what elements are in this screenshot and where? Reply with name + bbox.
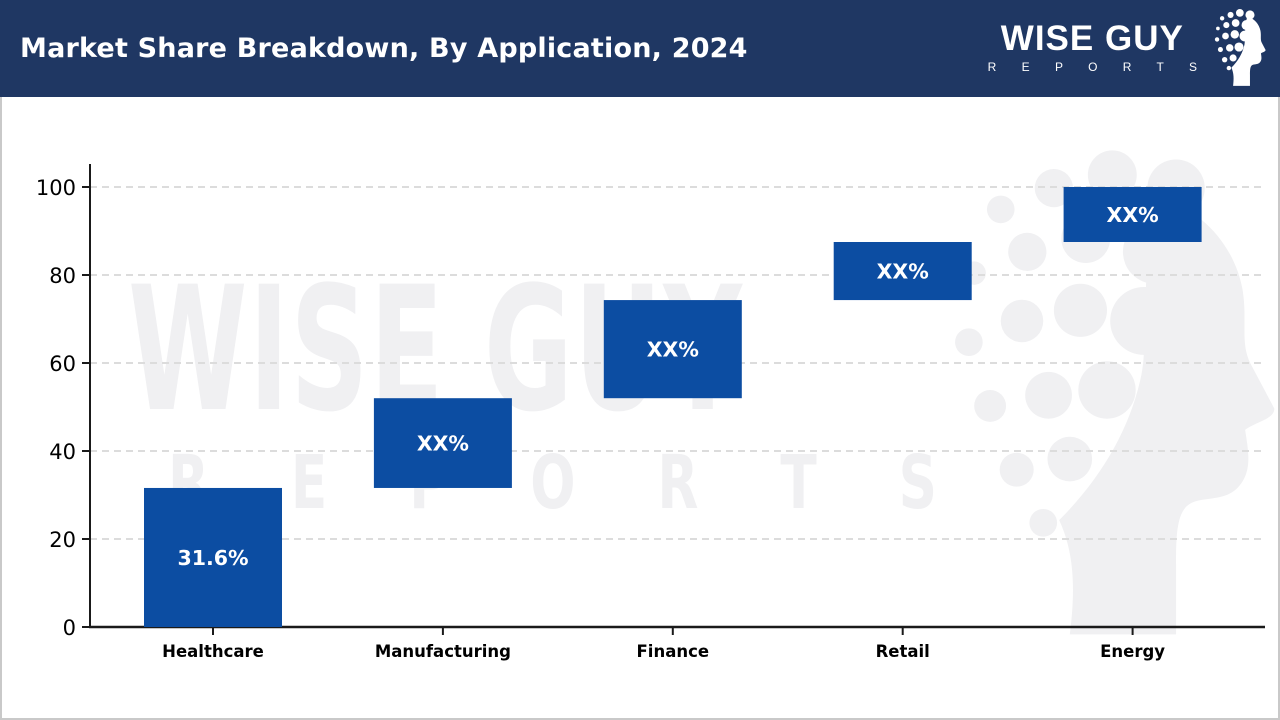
y-tick-label-20: 20 — [49, 528, 76, 552]
chart-title: Market Share Breakdown, By Application, … — [20, 33, 748, 64]
y-tick-label-100: 100 — [36, 176, 76, 200]
y-tick-label-40: 40 — [49, 440, 76, 464]
logo-reports-text: R E P O R T S — [987, 59, 1208, 74]
bar-label-healthcare: 31.6% — [177, 546, 248, 570]
bar-retail — [833, 242, 972, 301]
bar-label-energy: XX% — [1107, 203, 1159, 227]
category-label-energy: Energy — [1100, 642, 1165, 661]
y-tick-label-60: 60 — [49, 352, 76, 376]
bar-label-retail: XX% — [877, 260, 929, 284]
category-label-manufacturing: Manufacturing — [375, 642, 511, 661]
category-label-finance: Finance — [637, 642, 710, 661]
category-label-retail: Retail — [876, 642, 930, 661]
y-tick-label-0: 0 — [63, 616, 76, 640]
bar-manufacturing — [373, 398, 512, 488]
bar-healthcare — [144, 487, 282, 627]
wiseguy-logo: WISE GUY R E P O R T S — [977, 8, 1266, 86]
bar-label-manufacturing: XX% — [417, 432, 469, 456]
logo-wiseguy-text: WISE GUY — [1000, 18, 1184, 58]
bar-finance — [603, 300, 742, 399]
header-bar: Market Share Breakdown, By Application, … — [0, 0, 1280, 97]
y-tick-label-80: 80 — [49, 264, 76, 288]
bar-label-finance: XX% — [647, 338, 699, 362]
category-label-healthcare: Healthcare — [162, 642, 264, 661]
logo-text: WISE GUY R E P O R T S — [977, 21, 1208, 74]
